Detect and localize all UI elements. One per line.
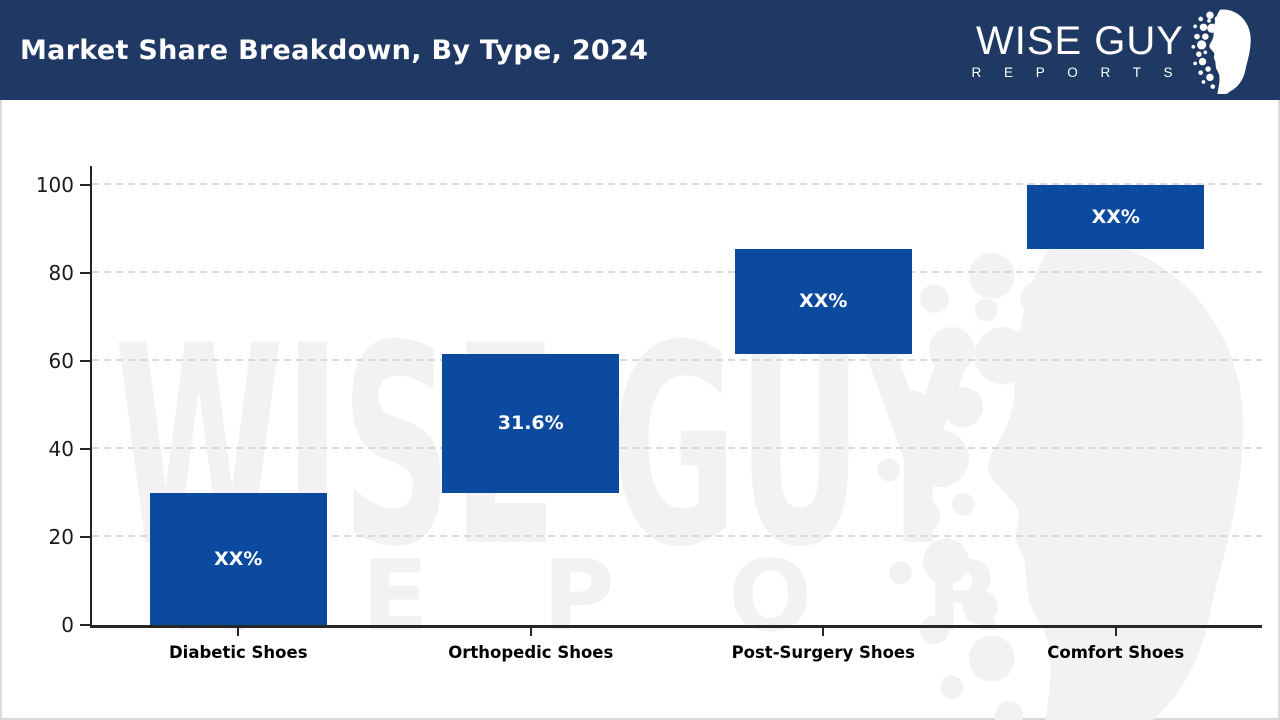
y-tick-label-100: 100: [35, 172, 74, 197]
y-tick-label-80: 80: [48, 260, 74, 285]
plot-area: 0 20 40 60 80 100 XX% Diabetic Shoes 31.6% Orthop…: [36, 166, 1262, 662]
y-tick-0: [80, 624, 90, 626]
logo-head-icon: [1191, 9, 1251, 94]
y-tick-label-40: 40: [48, 436, 74, 461]
x-tick-label-4: Comfort Shoes: [1047, 643, 1185, 662]
x-tick-label-1: Diabetic Shoes: [168, 643, 308, 662]
y-tick-60: [80, 359, 90, 362]
y-tick-label-60: 60: [48, 348, 74, 373]
bar-comfort-shoes: XX%: [1027, 184, 1205, 249]
gridline-40: [92, 446, 1262, 449]
gridline-80: [92, 270, 1262, 273]
bar-orthopedic-shoes: 31.6%: [442, 353, 620, 493]
x-tick-4: [1114, 628, 1117, 636]
bar-value-label: XX%: [1091, 205, 1140, 228]
wiseguy-logo: WISE GUY R E P O R T S: [971, 6, 1266, 94]
gridline-60: [92, 358, 1262, 361]
bar-value-label: 31.6%: [497, 412, 564, 435]
gridline-100: [92, 182, 1262, 185]
bar-value-label: XX%: [799, 290, 848, 313]
logo-text: WISE GUY R E P O R T S: [971, 21, 1184, 80]
y-tick-20: [80, 536, 90, 538]
y-tick-label-0: 0: [61, 613, 74, 637]
x-tick-label-2: Orthopedic Shoes: [448, 643, 614, 662]
bar-diabetic-shoes: XX%: [149, 492, 327, 625]
x-tick-2: [529, 628, 532, 636]
header-bar: Market Share Breakdown, By Type, 2024 WI…: [0, 0, 1280, 100]
logo-wordmark: WISE GUY: [975, 18, 1184, 63]
x-tick-1: [237, 628, 240, 636]
x-tick-3: [822, 628, 825, 636]
y-tick-40: [80, 447, 90, 450]
y-tick-100: [80, 183, 90, 186]
page-title: Market Share Breakdown, By Type, 2024: [20, 34, 649, 66]
logo-subtitle: R E P O R T S: [971, 64, 1182, 80]
gridline-20: [92, 535, 1262, 537]
x-tick-label-3: Post-Surgery Shoes: [731, 643, 915, 662]
bar-value-label: XX%: [214, 547, 263, 570]
chart-area: WISE GUY R E P O R T S 020406080100XX%Di…: [0, 100, 1280, 720]
bar-post-surgery-shoes: XX%: [734, 248, 912, 354]
y-tick-label-20: 20: [48, 525, 74, 549]
y-tick-80: [80, 271, 90, 274]
